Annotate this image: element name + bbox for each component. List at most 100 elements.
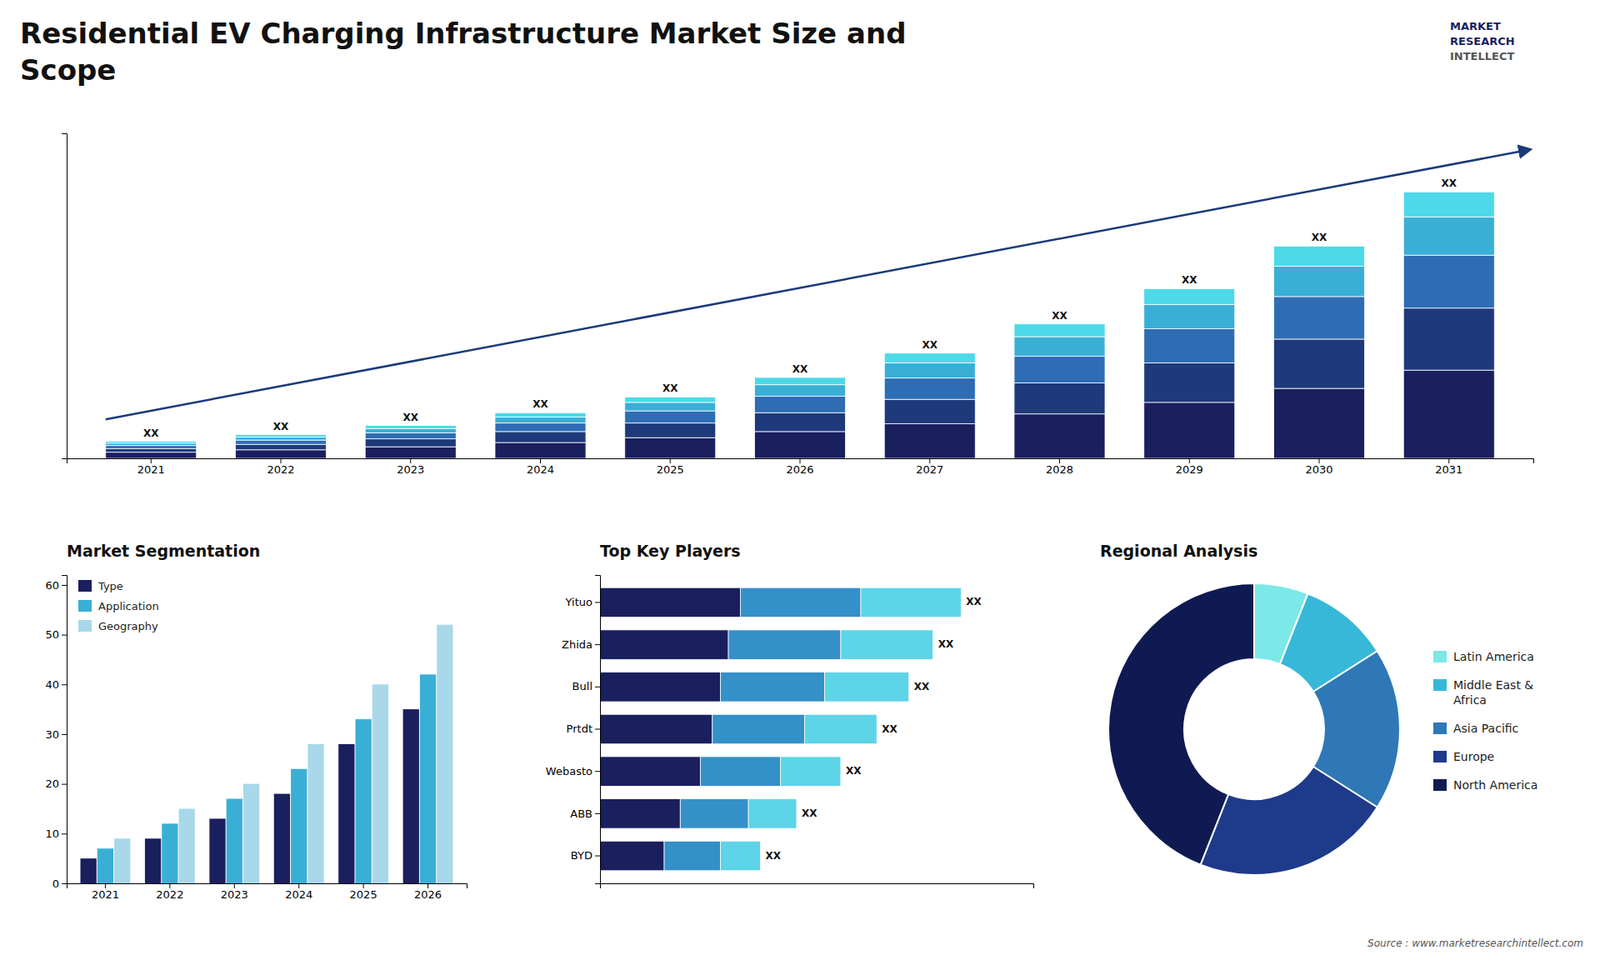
bar — [365, 432, 456, 439]
bar — [740, 587, 861, 617]
tick-label: 2025 — [350, 888, 378, 901]
tick-label: Yituo — [565, 595, 593, 609]
tick: 2024 — [526, 458, 555, 476]
tick-label: 2024 — [526, 463, 555, 476]
bar — [1014, 414, 1105, 459]
dashboard: Residential EV Charging Infrastructure M… — [0, 0, 1600, 955]
bar — [1014, 324, 1105, 337]
tick-label: 2021 — [91, 888, 120, 901]
brand-text: INTELLECT — [1450, 50, 1515, 63]
legend-item: Application — [78, 600, 160, 613]
tick-mark — [61, 734, 67, 735]
legend-label: Application — [98, 600, 160, 613]
bar — [307, 744, 324, 884]
bar — [720, 840, 760, 870]
bar — [1014, 336, 1105, 356]
bar-annotation: XX — [1051, 310, 1068, 322]
legend-label: North America — [1453, 778, 1538, 792]
bar — [780, 756, 841, 786]
axis-line — [595, 575, 601, 885]
trend-arrow — [105, 150, 1530, 420]
bar — [700, 756, 780, 786]
bar — [179, 808, 195, 884]
tick-label: 2027 — [915, 463, 944, 476]
bar — [1014, 382, 1105, 414]
legend-swatch — [1433, 650, 1447, 663]
bar — [884, 353, 975, 364]
bar-annotation: XX — [921, 339, 938, 351]
bar — [840, 630, 934, 660]
bar — [365, 425, 456, 430]
tick-label: 2026 — [785, 463, 814, 476]
axis-line — [67, 884, 468, 890]
bar-annotation: XX — [662, 382, 679, 395]
bar — [1144, 304, 1235, 329]
bar — [825, 672, 910, 702]
bar — [226, 799, 243, 884]
legend-item: Geography — [78, 620, 159, 633]
bar — [712, 714, 805, 744]
bar — [420, 674, 436, 884]
tick: 20 — [45, 777, 67, 790]
tick-mark — [61, 635, 67, 636]
legend-swatch — [78, 620, 92, 632]
legend-item: Europe — [1433, 750, 1495, 764]
bar — [860, 587, 961, 617]
bar — [884, 378, 975, 400]
value-axis — [600, 884, 1035, 890]
tick: Yituo — [565, 595, 600, 609]
bar — [495, 431, 586, 443]
bar — [105, 448, 197, 452]
bar-annotation: XX — [765, 850, 782, 862]
tick-mark — [595, 855, 600, 857]
bar — [243, 784, 260, 884]
legend-item: Asia Pacific — [1433, 721, 1519, 735]
tick-mark — [595, 729, 600, 730]
tick: 2028 — [1045, 458, 1074, 476]
bar — [884, 423, 975, 459]
bar — [625, 437, 716, 459]
text-line: Asia Pacific — [1453, 721, 1519, 735]
bar — [495, 423, 586, 432]
tick-mark — [929, 458, 930, 464]
bar — [338, 744, 355, 884]
bar — [372, 684, 389, 884]
bar — [403, 709, 420, 884]
tick: Bull — [572, 680, 600, 693]
tick-label: ABB — [570, 807, 593, 820]
bar — [145, 838, 161, 884]
bar-chart: XXXXXXXXXXXXXXXXXXXXXX202120222023202420… — [61, 134, 1535, 477]
tick: 2027 — [915, 458, 944, 476]
legend-swatch — [1433, 779, 1447, 791]
tick-mark — [363, 883, 365, 889]
tick-label: 20 — [45, 777, 60, 790]
bar — [235, 435, 326, 438]
bar — [495, 412, 586, 417]
tick: 40 — [45, 678, 67, 691]
tick: BYD — [570, 849, 600, 862]
bar — [114, 838, 130, 884]
axis-line — [600, 884, 1035, 890]
bar — [1273, 388, 1365, 459]
tick-mark — [61, 883, 67, 885]
bar — [365, 439, 456, 447]
axis-line — [67, 459, 1535, 465]
bar — [495, 442, 586, 459]
text-line: Scope — [20, 53, 116, 87]
tick-mark — [280, 458, 281, 464]
source-note: Source : www.marketresearchintellect.com — [1367, 937, 1584, 950]
bar-annotation: XX — [881, 723, 898, 735]
text-line: Latin America — [1453, 650, 1535, 664]
legend-label: Latin America — [1453, 650, 1535, 664]
bar-annotation: XX — [1441, 177, 1458, 190]
text-line: Middle East & — [1453, 678, 1534, 692]
chart-title: Top Key Players — [600, 541, 741, 560]
legend-label: Geography — [98, 620, 159, 633]
bar — [625, 423, 716, 439]
tick-label: 2030 — [1305, 463, 1333, 476]
category-axis: 202120222023202420252026 — [67, 883, 468, 901]
bar — [105, 443, 197, 446]
bar — [209, 818, 225, 884]
slice — [1200, 766, 1378, 875]
tick: 2021 — [137, 458, 165, 476]
